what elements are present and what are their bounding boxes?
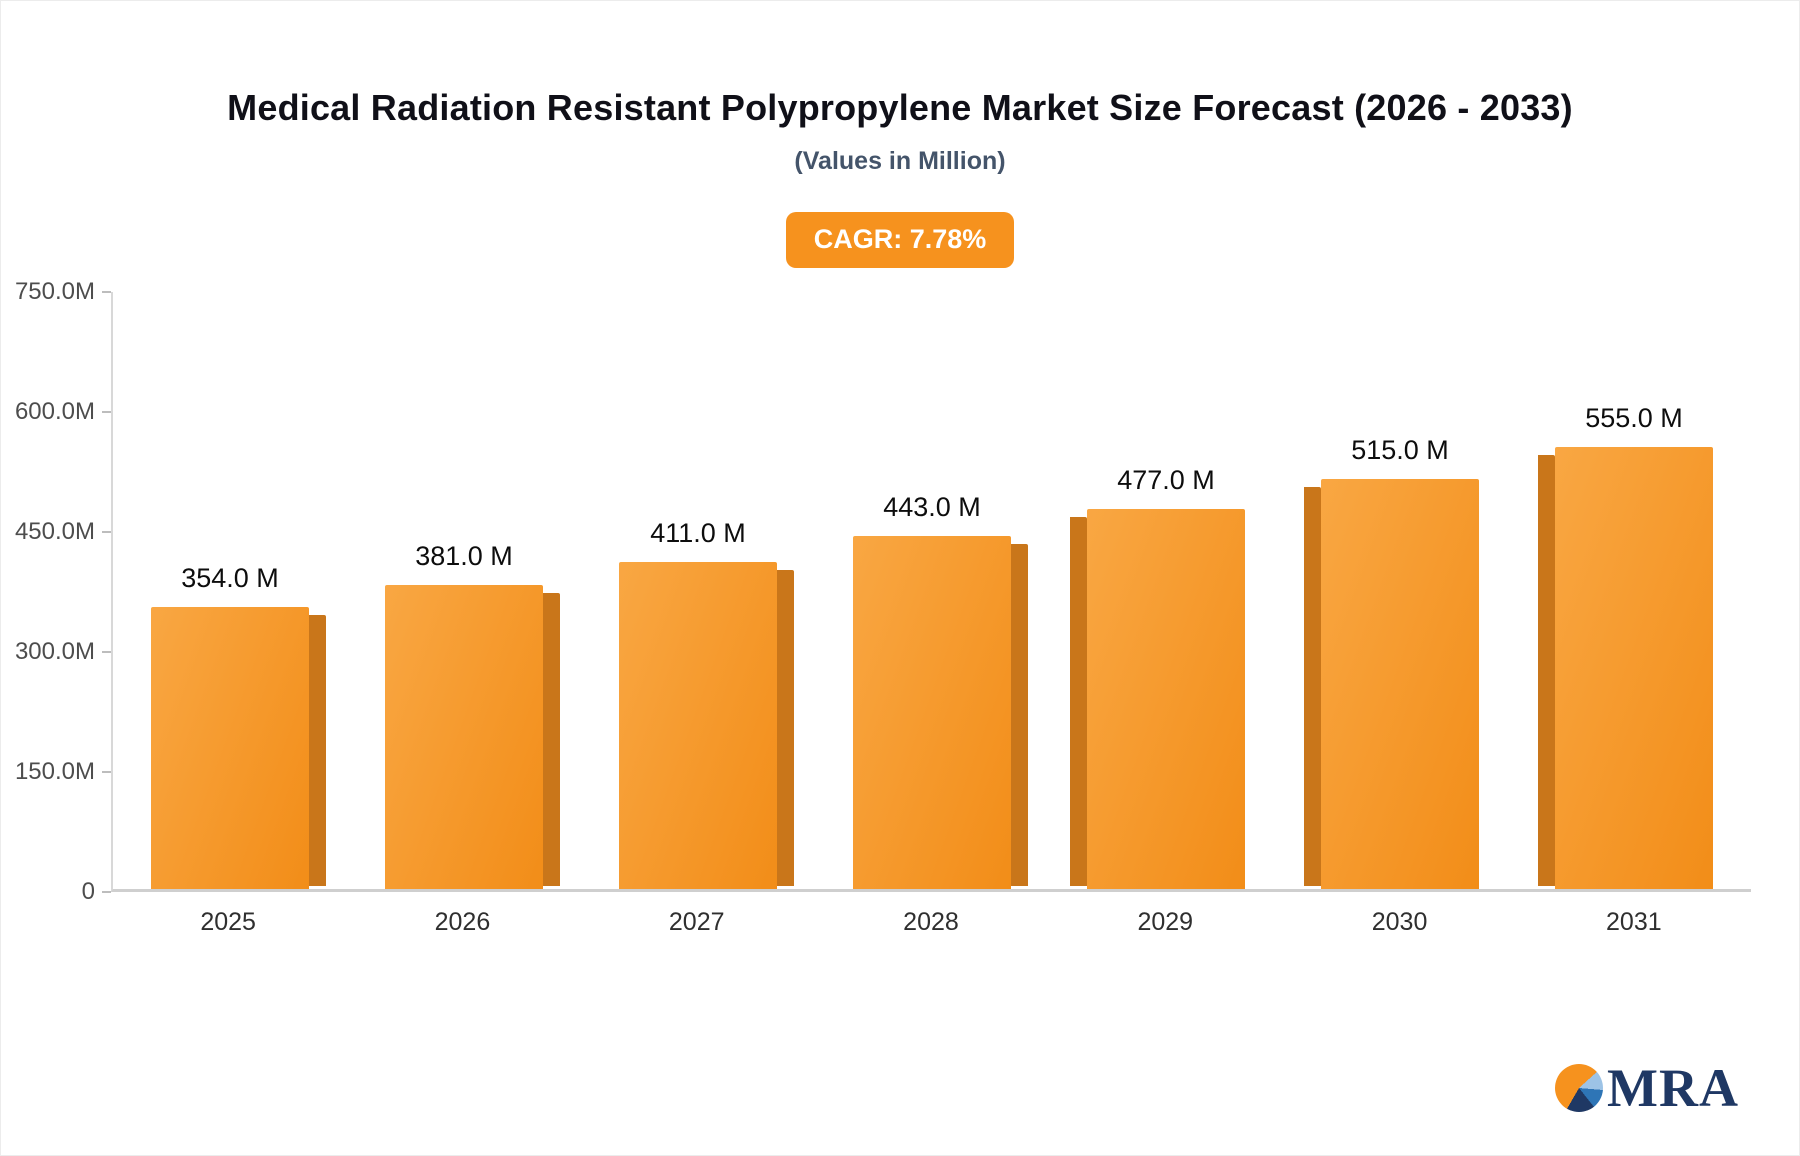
- y-axis-tick-mark: [102, 770, 111, 773]
- y-axis-label: 150.0M: [14, 757, 95, 785]
- x-axis-label: 2031: [1606, 907, 1662, 936]
- mra-pie-logo-icon: [1555, 1064, 1604, 1112]
- bar-side-shade: [309, 614, 326, 886]
- y-axis-tick: 450.0M: [15, 518, 111, 546]
- y-axis-tick-mark: [102, 890, 111, 893]
- x-axis-label: 2029: [1137, 907, 1194, 936]
- y-axis-label: 750.0M: [14, 277, 95, 305]
- y-axis-tick: 750.0M: [15, 278, 111, 306]
- bar-column: 515.0 M: [1283, 292, 1517, 889]
- x-axis-label: 2028: [903, 907, 959, 936]
- bar-2029[interactable]: 477.0 M: [1070, 465, 1245, 889]
- y-axis-label: 450.0M: [14, 517, 95, 545]
- bar-2026[interactable]: 381.0 M: [385, 541, 560, 889]
- bars-row: 354.0 M 381.0 M 411.0 M 443.0 M 477.0 M 515.0…: [111, 291, 1751, 892]
- y-axis-tick: 300.0M: [15, 638, 111, 666]
- y-axis-tick-mark: [102, 290, 111, 293]
- y-axis-label: 600.0M: [14, 397, 95, 425]
- bar-column: 354.0 M: [113, 292, 347, 889]
- x-axis-label: 2026: [434, 907, 491, 936]
- bar-column: 443.0 M: [815, 292, 1049, 889]
- chart-subtitle: (Values in Million): [794, 147, 1006, 175]
- bar-2028[interactable]: 443.0 M: [853, 492, 1028, 889]
- bar-column: 381.0 M: [347, 292, 581, 889]
- bar-value-label: 555.0 M: [1585, 402, 1683, 433]
- cagr-badge: CAGR: 7.78%: [785, 212, 1015, 268]
- bar-value-label: 443.0 M: [883, 492, 981, 523]
- bar-column: 555.0 M: [1517, 292, 1751, 889]
- mra-logo-text: MRA: [1607, 1058, 1739, 1118]
- bar-side-shade: [1011, 544, 1028, 886]
- bar-side-shade: [1538, 454, 1555, 886]
- y-axis-label: 0: [81, 877, 95, 905]
- y-axis-label: 300.0M: [14, 637, 95, 665]
- bar-value-label: 354.0 M: [181, 562, 279, 593]
- bar-side-shade: [1304, 486, 1321, 886]
- x-axis-label: 2027: [668, 907, 725, 936]
- y-axis-tick: 0: [82, 878, 111, 906]
- x-axis-label: 2030: [1371, 907, 1428, 936]
- bar-2030[interactable]: 515.0 M: [1304, 435, 1479, 889]
- y-axis-tick-mark: [102, 410, 111, 413]
- bar-column: 477.0 M: [1049, 292, 1283, 889]
- y-axis: 750.0M 600.0M 450.0M 300.0M 150.0M 0: [15, 278, 111, 905]
- bar-side-shade: [1070, 517, 1087, 886]
- bar-2025[interactable]: 354.0 M: [151, 563, 326, 889]
- bar-2027[interactable]: 411.0 M: [619, 518, 794, 889]
- y-axis-tick: 150.0M: [15, 758, 111, 786]
- y-axis-tick: 600.0M: [15, 398, 111, 426]
- bar-value-label: 477.0 M: [1117, 465, 1215, 495]
- bar-value-label: 411.0 M: [650, 517, 746, 548]
- mra-logo: MRA: [1555, 1057, 1739, 1119]
- x-axis-label: 2025: [200, 907, 256, 936]
- bar-side-shade: [543, 593, 560, 886]
- y-axis-tick-mark: [102, 650, 111, 653]
- bar-value-label: 381.0 M: [415, 541, 513, 572]
- bar-column: 411.0 M: [581, 292, 815, 889]
- bar-2031[interactable]: 555.0 M: [1538, 403, 1713, 889]
- bar-side-shade: [777, 569, 794, 886]
- cagr-badge-row: CAGR: 7.78%: [1, 212, 1799, 268]
- plot-area: 354.0 M 381.0 M 411.0 M 443.0 M 477.0 M 515.0…: [111, 291, 1751, 937]
- x-axis: 2025 2026 2027 2028 2029 2030 2031: [111, 908, 1751, 937]
- bar-value-label: 515.0 M: [1351, 434, 1449, 465]
- chart-title: Medical Radiation Resistant Polypropylen…: [227, 87, 1573, 128]
- y-axis-tick-mark: [102, 530, 111, 533]
